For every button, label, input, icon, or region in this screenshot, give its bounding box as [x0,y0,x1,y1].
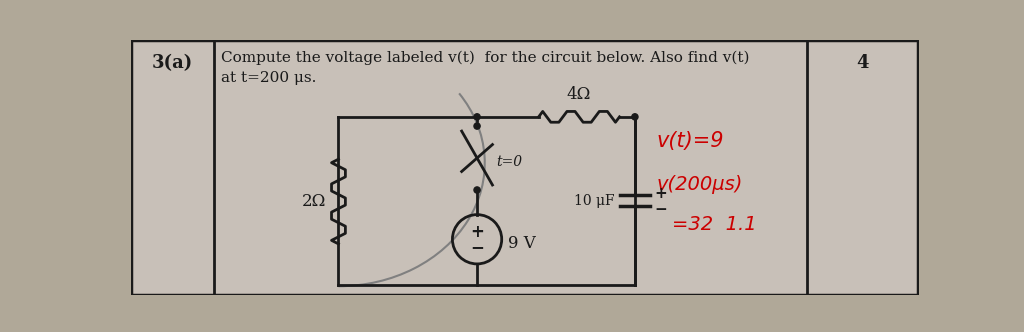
Text: 4Ω: 4Ω [567,86,591,103]
Text: at t=200 μs.: at t=200 μs. [221,71,316,85]
Text: 10 μF: 10 μF [574,194,614,208]
Text: v(200μs): v(200μs) [656,175,742,194]
Text: +: + [470,222,484,241]
Text: t=0: t=0 [497,155,522,169]
Text: Compute the voltage labeled v(t)  for the circuit below. Also find v(t): Compute the voltage labeled v(t) for the… [221,50,750,65]
Text: 9 V: 9 V [508,235,536,252]
Circle shape [632,114,638,120]
Text: 3(a): 3(a) [152,54,193,72]
Bar [807,41,919,295]
Circle shape [474,114,480,120]
Text: 2Ω: 2Ω [302,193,326,210]
Text: v(t)=9: v(t)=9 [656,131,724,151]
Text: −: − [470,238,484,256]
Bar [131,41,214,295]
Text: −: − [654,202,667,217]
Text: 4: 4 [856,54,868,72]
Text: =32  1.1: =32 1.1 [672,215,757,234]
Circle shape [474,187,480,193]
Text: +: + [654,186,667,201]
Circle shape [474,123,480,129]
Bar [214,41,807,295]
